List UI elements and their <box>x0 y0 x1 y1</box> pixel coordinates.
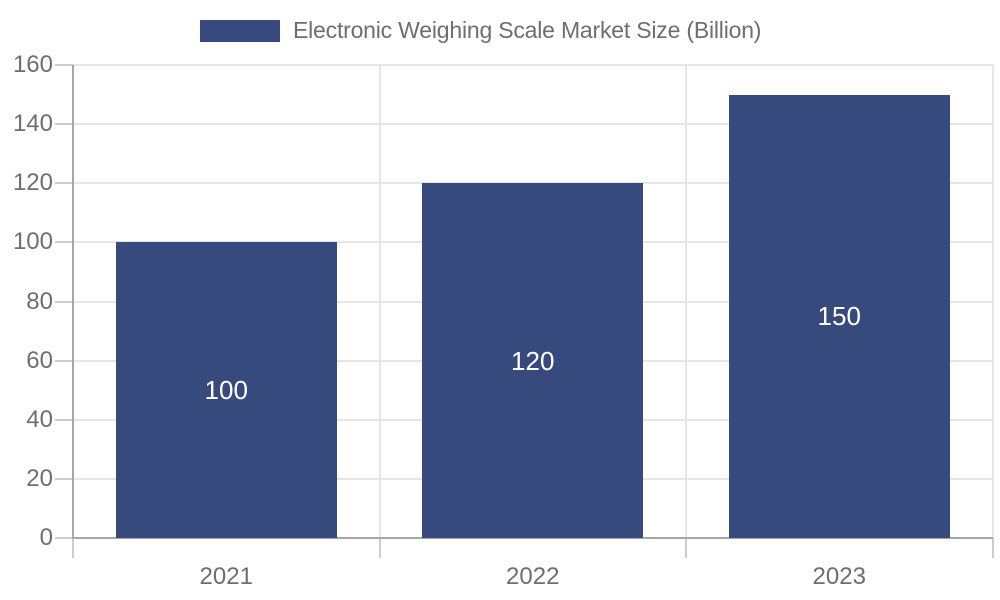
x-axis-category-label: 2022 <box>506 563 560 590</box>
x-axis-tick <box>991 538 994 558</box>
y-axis-tick <box>55 359 73 362</box>
bar-2022[interactable] <box>422 183 644 538</box>
legend-swatch <box>200 19 280 42</box>
y-axis-tick-label: 80 <box>26 287 53 315</box>
y-axis-tick <box>55 241 73 244</box>
x-gridline <box>685 65 687 538</box>
x-axis-tick <box>72 538 74 558</box>
y-gridline <box>73 64 993 66</box>
y-axis-tick-label: 100 <box>12 228 53 256</box>
y-axis-line <box>72 65 74 538</box>
x-axis-category-label: 2021 <box>199 563 253 590</box>
legend-label: Electronic Weighing Scale Market Size (B… <box>293 17 762 43</box>
y-axis-tick-label: 160 <box>12 51 53 78</box>
y-axis-tick <box>55 64 73 66</box>
y-axis-tick <box>55 123 73 126</box>
y-axis-tick-label: 140 <box>12 110 53 138</box>
y-axis-tick-label: 20 <box>26 464 53 492</box>
y-axis-tick-label: 120 <box>12 169 53 197</box>
x-axis-tick <box>685 538 687 558</box>
x-gridline <box>991 65 994 538</box>
y-axis-tick-label: 60 <box>26 346 53 374</box>
bar-2021[interactable] <box>115 242 337 538</box>
y-axis-tick <box>55 182 73 185</box>
x-gridline <box>378 65 381 538</box>
bar-value-label: 120 <box>511 345 555 376</box>
y-axis-tick <box>55 418 73 421</box>
bar-value-label: 150 <box>817 301 861 332</box>
y-axis-tick <box>55 537 73 539</box>
bar-value-label: 100 <box>204 375 248 406</box>
y-gridline <box>73 123 993 126</box>
y-axis-tick-label: 0 <box>39 524 53 551</box>
x-axis-category-label: 2023 <box>812 563 866 590</box>
y-axis-tick-label: 40 <box>26 405 53 433</box>
y-axis-tick <box>55 477 73 480</box>
legend-item[interactable]: Electronic Weighing Scale Market Size (B… <box>200 17 761 44</box>
x-axis-tick <box>378 538 381 558</box>
bar-2023[interactable] <box>728 94 950 538</box>
y-axis-tick <box>55 300 73 303</box>
x-axis-line <box>72 537 993 539</box>
